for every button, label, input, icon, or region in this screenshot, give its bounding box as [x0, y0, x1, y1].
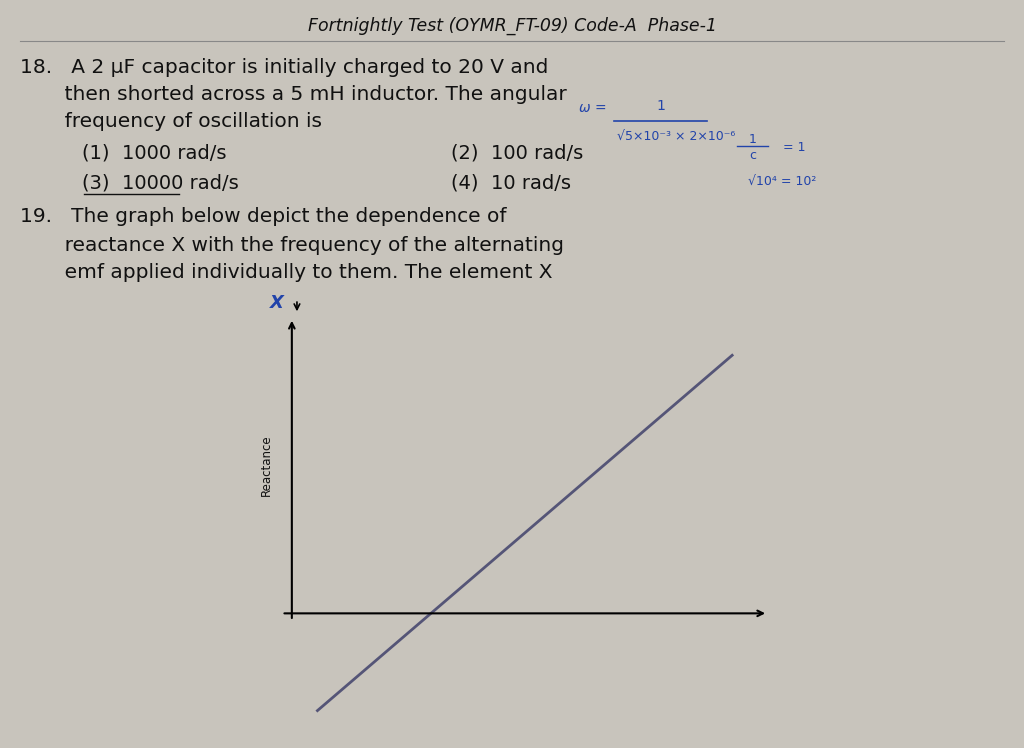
Text: ω =: ω = — [579, 101, 606, 114]
Text: reactance X with the frequency of the alternating: reactance X with the frequency of the al… — [20, 236, 564, 255]
Text: (2)  100 rad/s: (2) 100 rad/s — [451, 144, 583, 163]
Text: Reactance: Reactance — [260, 435, 272, 497]
Text: 19.   The graph below depict the dependence of: 19. The graph below depict the dependenc… — [20, 207, 507, 227]
Text: (4)  10 rad/s: (4) 10 rad/s — [451, 174, 570, 193]
Text: frequency of oscillation is: frequency of oscillation is — [20, 111, 323, 131]
Text: 1: 1 — [656, 99, 665, 113]
Text: c: c — [750, 149, 756, 162]
Text: Fortnightly Test (OYMR_FT-09) Code-A  Phase-1: Fortnightly Test (OYMR_FT-09) Code-A Pha… — [307, 17, 717, 35]
Text: (1)  1000 rad/s: (1) 1000 rad/s — [82, 144, 226, 163]
Text: = 1: = 1 — [783, 141, 806, 154]
Text: 18.   A 2 μF capacitor is initially charged to 20 V and: 18. A 2 μF capacitor is initially charge… — [20, 58, 549, 77]
Text: √10⁴ = 10²: √10⁴ = 10² — [748, 175, 816, 188]
Text: 1: 1 — [749, 132, 757, 146]
Text: X: X — [269, 294, 284, 312]
Text: √5×10⁻³ × 2×10⁻⁶: √5×10⁻³ × 2×10⁻⁶ — [617, 129, 735, 143]
Text: then shorted across a 5 mH inductor. The angular: then shorted across a 5 mH inductor. The… — [20, 85, 567, 105]
Text: emf applied individually to them. The element X: emf applied individually to them. The el… — [20, 263, 553, 282]
Text: (3)  10000 rad/s: (3) 10000 rad/s — [82, 174, 239, 193]
